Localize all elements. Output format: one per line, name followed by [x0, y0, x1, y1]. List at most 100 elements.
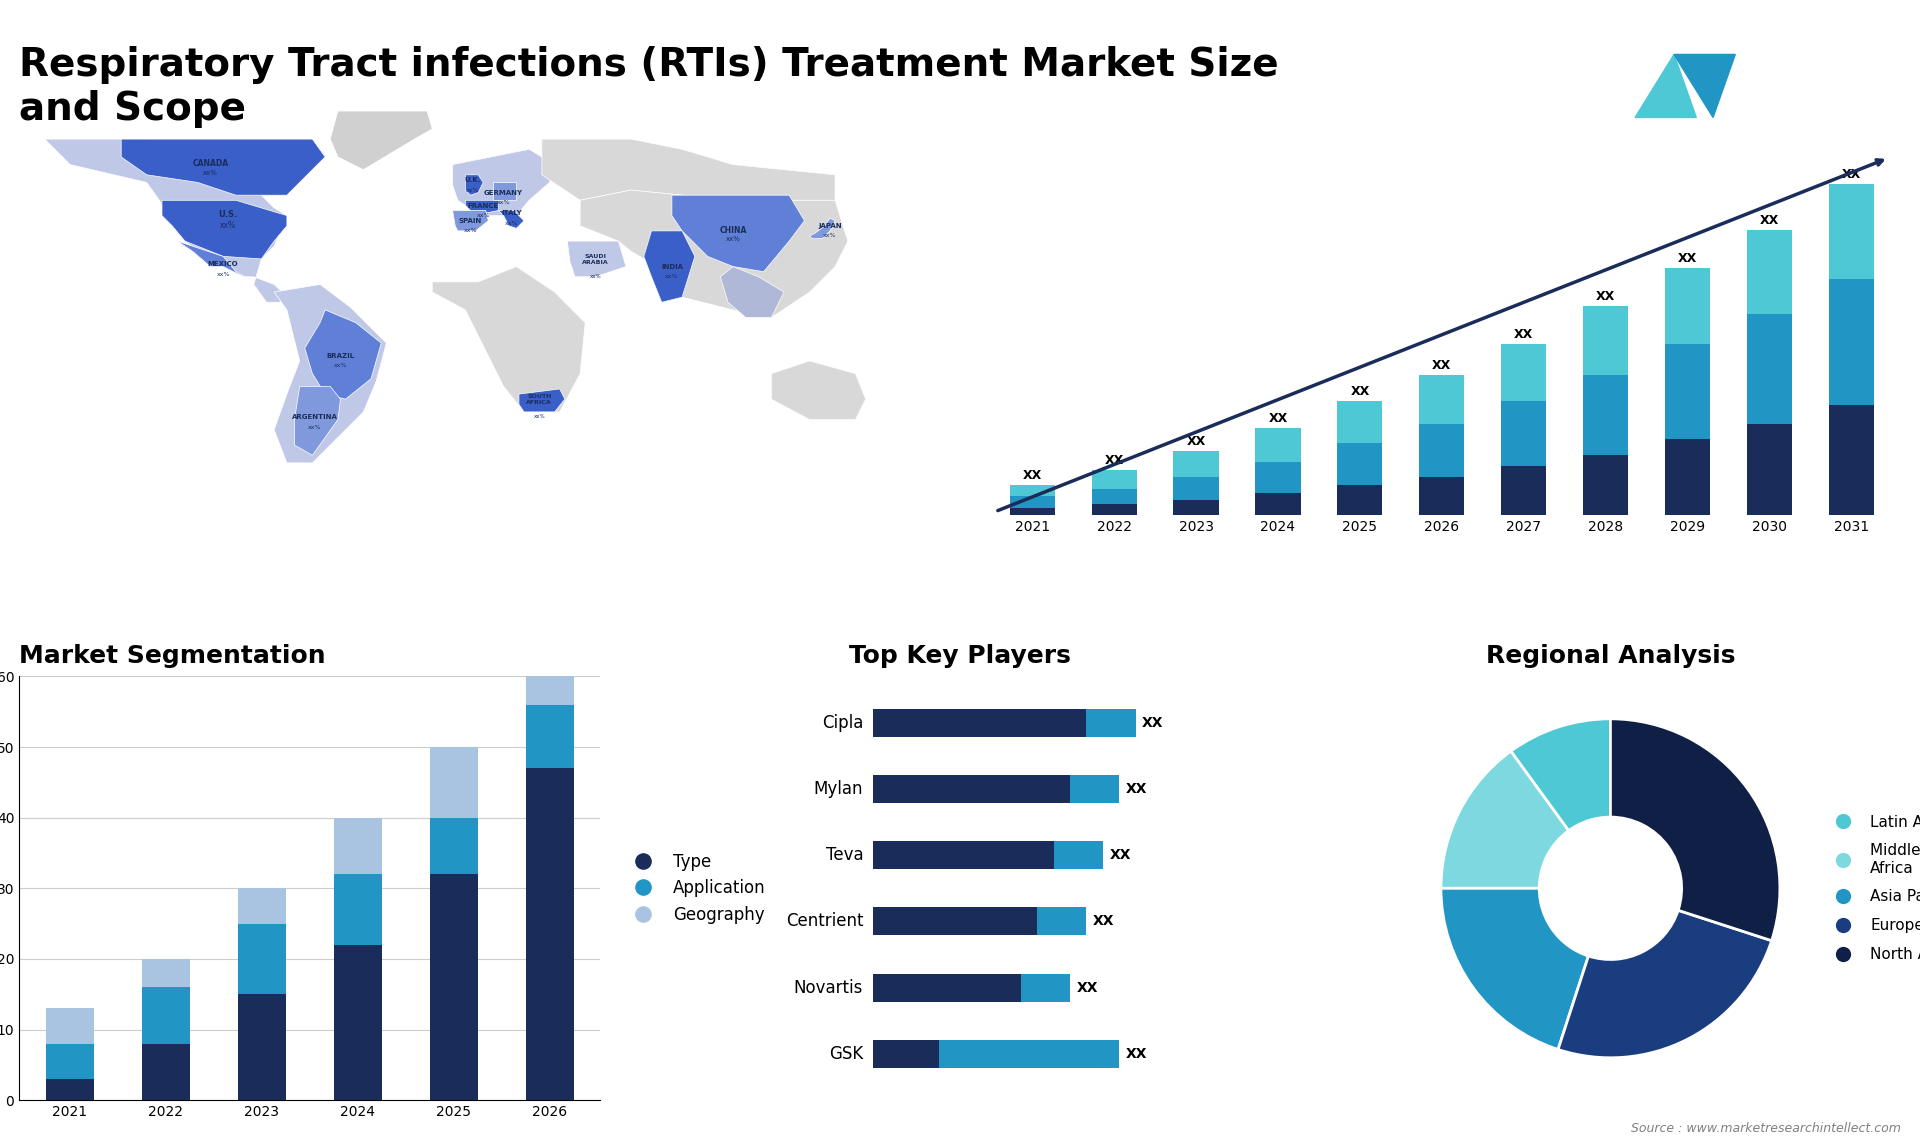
Polygon shape: [330, 111, 432, 170]
Wedge shape: [1557, 910, 1772, 1058]
Bar: [1037, 908, 1087, 935]
Bar: [874, 775, 1069, 803]
Text: xx%: xx%: [824, 234, 837, 238]
Bar: [874, 709, 1087, 737]
Text: XX: XX: [1841, 168, 1860, 181]
Bar: [1830, 405, 1874, 516]
Polygon shape: [810, 218, 835, 238]
Bar: [1173, 500, 1219, 516]
Text: XX: XX: [1125, 1046, 1146, 1061]
Bar: [1092, 489, 1137, 504]
Bar: [1501, 401, 1546, 466]
Polygon shape: [493, 182, 516, 201]
Text: MARKET: MARKET: [1774, 53, 1826, 63]
Text: XX: XX: [1125, 782, 1146, 796]
Bar: [1256, 462, 1300, 493]
Bar: [430, 818, 478, 874]
Polygon shape: [1674, 54, 1736, 118]
Bar: [1021, 974, 1069, 1002]
Text: U.S.: U.S.: [219, 211, 238, 220]
Text: SPAIN: SPAIN: [459, 218, 482, 225]
Text: XX: XX: [1350, 385, 1369, 398]
Text: xx%: xx%: [217, 272, 230, 276]
Polygon shape: [1636, 54, 1697, 118]
Text: xx%: xx%: [476, 213, 490, 218]
Bar: [334, 944, 382, 1100]
Text: CHINA: CHINA: [720, 226, 747, 235]
Polygon shape: [432, 267, 586, 411]
Bar: [874, 1039, 939, 1068]
Legend: Type, Application, Geography: Type, Application, Geography: [620, 846, 772, 931]
Text: Market Segmentation: Market Segmentation: [19, 644, 326, 667]
Text: Novartis: Novartis: [793, 979, 864, 997]
Text: xx%: xx%: [309, 425, 323, 430]
Text: xx%: xx%: [505, 221, 518, 226]
Polygon shape: [643, 230, 695, 303]
Bar: [334, 874, 382, 944]
Text: xx%: xx%: [221, 221, 236, 229]
Text: XX: XX: [1187, 434, 1206, 448]
Bar: [526, 641, 574, 705]
Text: XX: XX: [1110, 848, 1131, 862]
Polygon shape: [453, 149, 555, 215]
Text: Teva: Teva: [826, 846, 864, 864]
Polygon shape: [672, 195, 804, 272]
Bar: [1830, 280, 1874, 405]
Polygon shape: [465, 201, 499, 213]
Title: Top Key Players: Top Key Players: [849, 644, 1071, 667]
Bar: [1665, 439, 1711, 516]
Bar: [1173, 478, 1219, 500]
Bar: [1501, 344, 1546, 401]
Bar: [238, 995, 286, 1100]
Text: XX: XX: [1023, 469, 1043, 482]
Bar: [1087, 709, 1135, 737]
Bar: [1010, 496, 1054, 508]
Text: XX: XX: [1515, 328, 1534, 342]
Text: XX: XX: [1142, 716, 1164, 730]
Bar: [1830, 185, 1874, 280]
Bar: [526, 768, 574, 1100]
Circle shape: [1540, 817, 1682, 959]
Polygon shape: [541, 139, 835, 201]
Text: XX: XX: [1269, 411, 1288, 425]
Polygon shape: [294, 386, 340, 455]
Text: xx%: xx%: [204, 170, 217, 175]
Bar: [46, 1008, 94, 1044]
Polygon shape: [499, 211, 524, 228]
Bar: [1747, 230, 1791, 314]
Bar: [142, 959, 190, 987]
Bar: [526, 705, 574, 768]
Bar: [1338, 401, 1382, 444]
Text: Centrient: Centrient: [785, 912, 864, 931]
Text: INDIA: INDIA: [660, 264, 684, 270]
Polygon shape: [518, 388, 564, 411]
Text: Respiratory Tract infections (RTIs) Treatment Market Size
and Scope: Respiratory Tract infections (RTIs) Trea…: [19, 46, 1279, 128]
Bar: [1419, 478, 1465, 516]
Bar: [1256, 427, 1300, 462]
Text: GERMANY: GERMANY: [484, 190, 522, 196]
Polygon shape: [44, 139, 286, 303]
Bar: [1419, 375, 1465, 424]
Text: XX: XX: [1761, 214, 1780, 227]
Bar: [142, 1044, 190, 1100]
Text: XX: XX: [1104, 454, 1123, 466]
Polygon shape: [161, 201, 286, 259]
Text: XX: XX: [1596, 290, 1615, 303]
Text: xx%: xx%: [589, 274, 601, 280]
Text: xx%: xx%: [334, 363, 348, 369]
Text: xx%: xx%: [465, 228, 478, 234]
Bar: [1584, 306, 1628, 375]
Bar: [1010, 485, 1054, 496]
Bar: [874, 974, 1021, 1002]
Bar: [1665, 344, 1711, 439]
Text: XX: XX: [1092, 915, 1114, 928]
Text: xx%: xx%: [497, 201, 511, 205]
Bar: [1501, 466, 1546, 516]
Bar: [430, 747, 478, 818]
Polygon shape: [275, 284, 386, 463]
Bar: [874, 908, 1037, 935]
Bar: [1173, 450, 1219, 478]
Text: xx%: xx%: [467, 188, 480, 193]
Text: GSK: GSK: [829, 1045, 864, 1062]
Polygon shape: [177, 241, 253, 282]
